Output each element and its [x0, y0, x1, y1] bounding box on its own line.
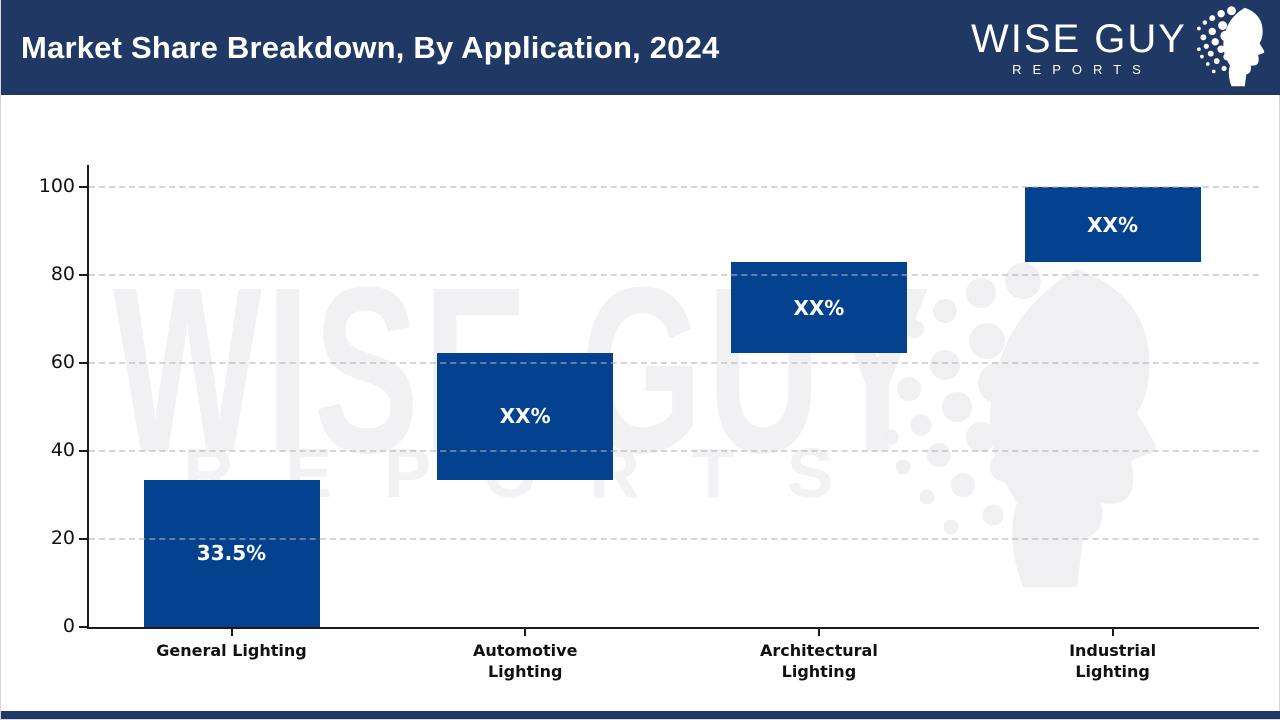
- bar-value-label: XX%: [499, 404, 551, 429]
- y-tick-label: 0: [62, 615, 75, 637]
- gridline: [89, 274, 1259, 276]
- gridline: [89, 450, 1259, 452]
- y-tick: [79, 274, 87, 276]
- y-tick-label: 80: [50, 263, 75, 285]
- y-tick: [79, 362, 87, 364]
- page-title: Market Share Breakdown, By Application, …: [21, 29, 720, 65]
- logo: WISE GUY REPORTS: [971, 5, 1267, 89]
- x-axis-category-label: Industrial Lighting: [1069, 641, 1157, 681]
- x-tick: [524, 629, 527, 636]
- logo-wiseguy-text: WISE GUY: [970, 17, 1187, 61]
- bar-value-label: 33.5%: [196, 541, 267, 566]
- head-logo-icon: [1197, 5, 1265, 86]
- x-axis-category-label: Automotive Lighting: [472, 641, 578, 681]
- y-tick: [79, 538, 87, 540]
- y-tick-label: 40: [50, 439, 75, 461]
- y-tick: [79, 186, 87, 188]
- bar-value-label: XX%: [1087, 212, 1139, 237]
- logo-text: WISE GUY REPORTS: [971, 19, 1187, 76]
- logo-reports-text: REPORTS: [1012, 62, 1152, 77]
- gridline: [89, 538, 1259, 540]
- gridline: [89, 362, 1259, 364]
- y-tick-label: 20: [50, 527, 75, 549]
- x-axis-spine: [89, 627, 1259, 629]
- gridline: [89, 186, 1259, 188]
- y-axis-spine: [87, 165, 89, 629]
- y-tick-label: 60: [50, 351, 75, 373]
- x-tick: [817, 629, 820, 636]
- bar-industrial-lighting: XX%: [1024, 187, 1201, 263]
- header-banner: Market Share Breakdown, By Application, …: [1, 0, 1280, 95]
- x-axis-category-label: General Lighting: [156, 641, 307, 660]
- footer-bar: [1, 711, 1280, 719]
- y-tick: [79, 626, 87, 628]
- x-tick: [230, 629, 233, 636]
- x-axis-category-label: Architectural Lighting: [759, 641, 878, 681]
- bar-automotive-lighting: XX%: [437, 352, 614, 480]
- x-tick: [1111, 629, 1114, 636]
- bar-architectural-lighting: XX%: [730, 262, 907, 353]
- bar-general-lighting: 33.5%: [143, 479, 320, 627]
- y-tick-label: 100: [38, 175, 75, 197]
- y-tick: [79, 450, 87, 452]
- bar-value-label: XX%: [793, 295, 845, 320]
